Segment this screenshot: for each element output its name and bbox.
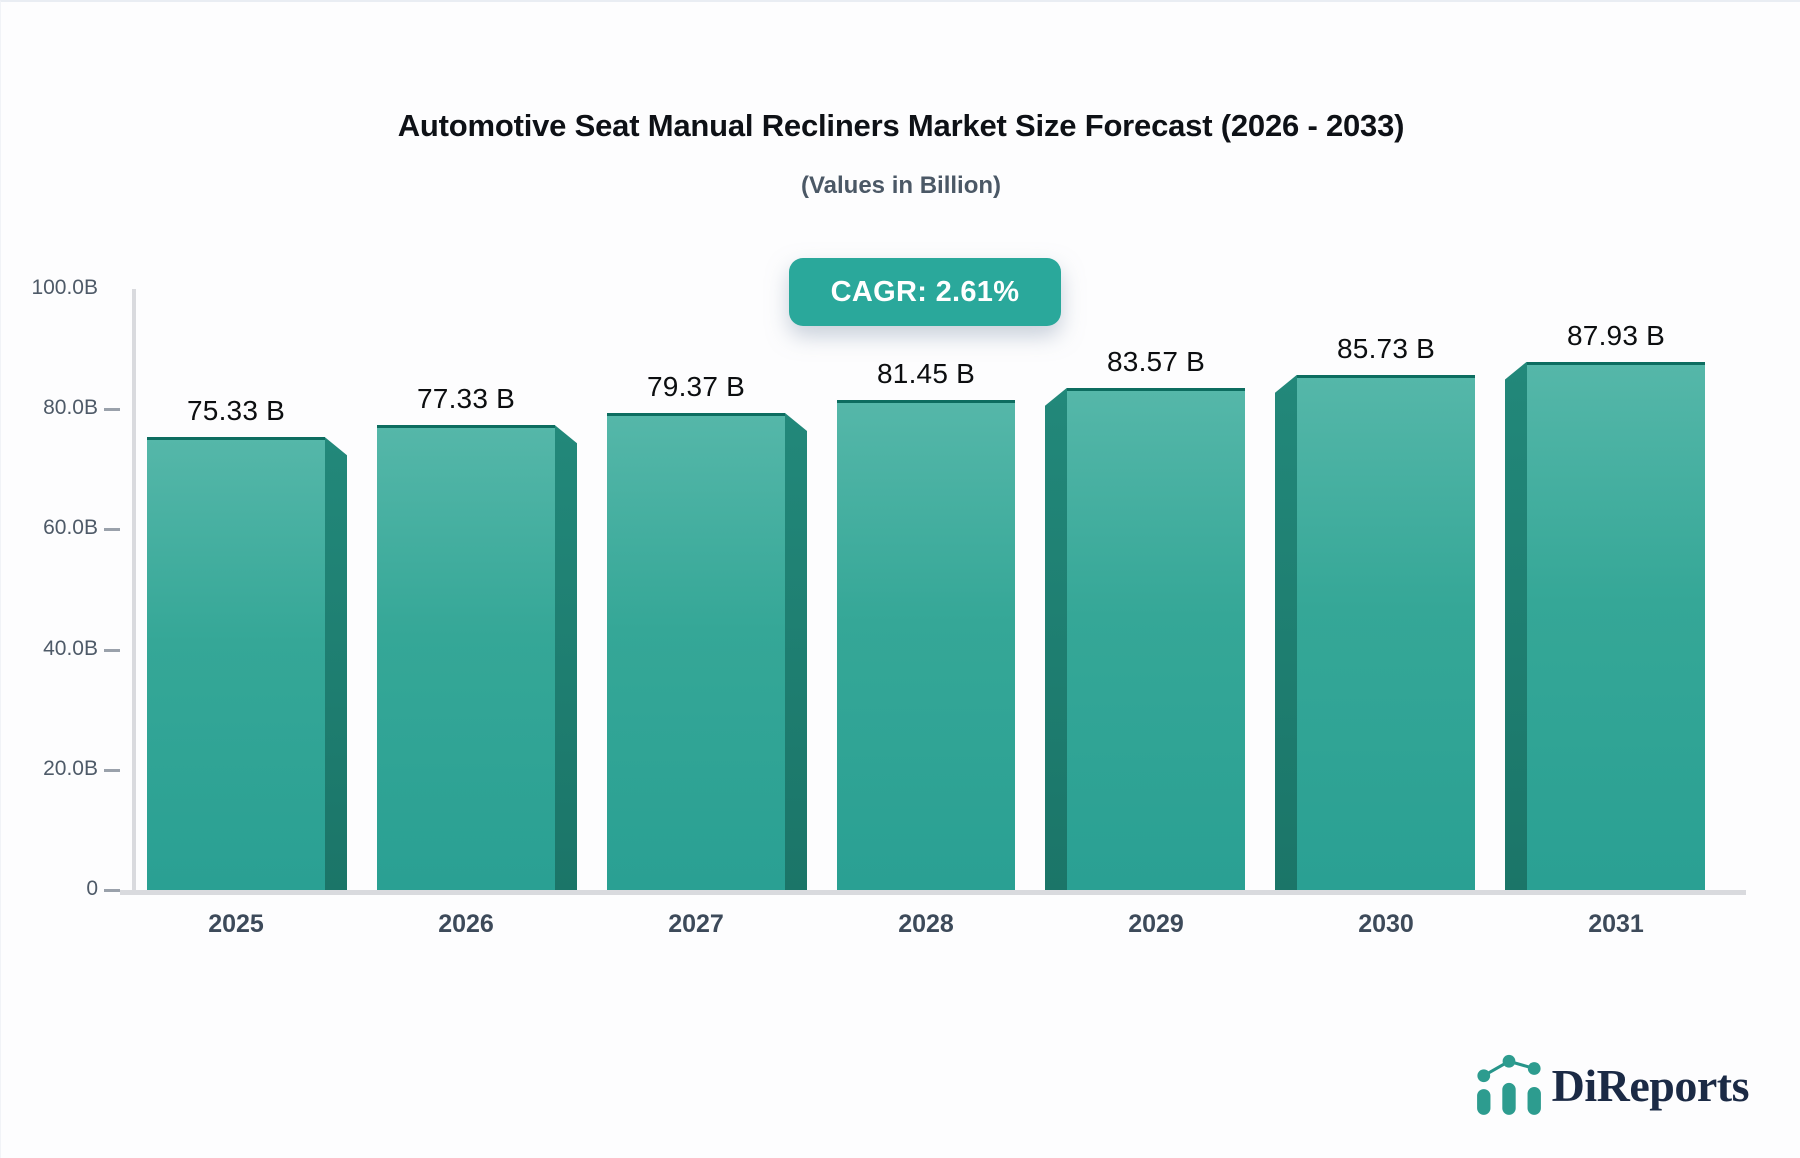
bar-side-face bbox=[555, 425, 577, 890]
x-axis-line bbox=[120, 890, 1746, 895]
y-axis-tick bbox=[104, 648, 120, 652]
logo-text: DiReports bbox=[1551, 1060, 1750, 1111]
y-axis-tick-label: 100.0B bbox=[31, 276, 98, 299]
y-axis-tick bbox=[104, 528, 120, 532]
cagr-badge: CAGR: 2.61% bbox=[789, 258, 1061, 326]
bar-2029 bbox=[1067, 387, 1245, 890]
bar-value-label: 75.33 B bbox=[187, 395, 285, 427]
bar-2026 bbox=[377, 425, 555, 890]
bar-2028 bbox=[837, 400, 1015, 890]
bar-2025 bbox=[147, 437, 325, 890]
x-axis-label: 2029 bbox=[1128, 910, 1184, 938]
y-axis-tick-label: 0 bbox=[86, 877, 98, 900]
y-axis-line bbox=[132, 289, 136, 890]
y-axis-tick bbox=[104, 889, 120, 892]
chart-subtitle: (Values in Billion) bbox=[800, 172, 1002, 199]
bar-side-face bbox=[325, 437, 347, 890]
x-axis-label: 2026 bbox=[438, 910, 494, 938]
y-axis-tick bbox=[104, 768, 120, 772]
bar-value-label: 85.73 B bbox=[1337, 332, 1435, 364]
bar-2027 bbox=[607, 412, 785, 890]
chart-title: Automotive Seat Manual Recliners Market … bbox=[397, 108, 1405, 143]
direports-logo: DiReports bbox=[1474, 1054, 1750, 1118]
x-axis-label: 2030 bbox=[1358, 910, 1414, 938]
y-axis-tick bbox=[104, 408, 120, 412]
bar-value-label: 77.33 B bbox=[417, 383, 515, 415]
y-axis-tick-label: 60.0B bbox=[43, 516, 98, 540]
bar-value-label: 79.37 B bbox=[647, 370, 745, 402]
bar-side-face bbox=[1505, 361, 1527, 890]
bar-2030 bbox=[1297, 374, 1475, 890]
x-axis-label: 2027 bbox=[668, 910, 724, 938]
x-axis-label: 2025 bbox=[208, 910, 264, 938]
bar-value-label: 81.45 B bbox=[877, 358, 975, 390]
bar-value-label: 83.57 B bbox=[1107, 345, 1205, 377]
bar-side-face bbox=[1275, 374, 1297, 890]
y-axis-tick-label: 80.0B bbox=[43, 396, 98, 420]
y-axis-tick-label: 20.0B bbox=[43, 756, 98, 780]
x-axis-label: 2028 bbox=[898, 910, 954, 938]
y-axis-tick-label: 40.0B bbox=[43, 636, 98, 660]
bar-value-label: 87.93 B bbox=[1567, 319, 1665, 351]
bar-2031 bbox=[1527, 361, 1705, 890]
bar-chart-icon bbox=[1476, 1054, 1541, 1115]
bar-side-face bbox=[785, 412, 807, 890]
x-axis-label: 2031 bbox=[1588, 910, 1644, 938]
bar-side-face bbox=[1045, 387, 1067, 890]
